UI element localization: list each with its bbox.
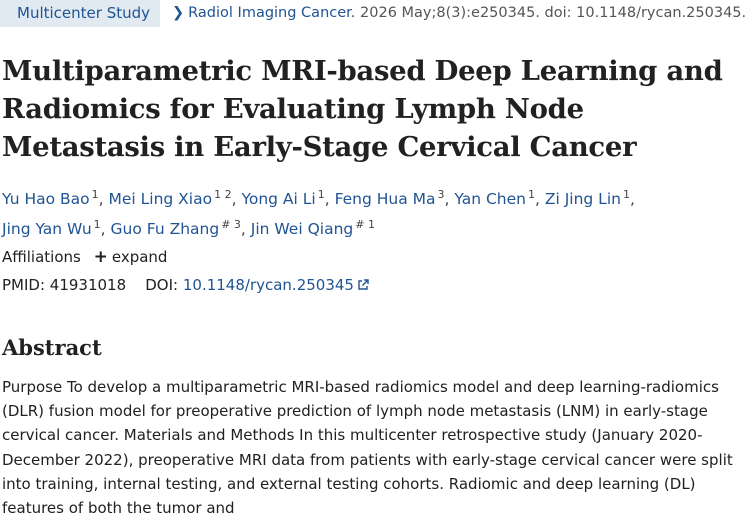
article-title: Multiparametric MRI-based Deep Learning … <box>2 55 723 163</box>
citation-line: ❯ Radiol Imaging Cancer. 2026 May;8(3):e2… <box>172 0 746 27</box>
external-link-icon <box>358 279 369 290</box>
author-link[interactable]: Feng Hua Ma 3 <box>334 188 445 208</box>
doi-label: DOI: <box>145 276 179 294</box>
journal-link[interactable]: Radiol Imaging Cancer. <box>188 5 356 21</box>
chevron-right-icon[interactable]: ❯ <box>172 5 185 21</box>
publication-type-badge: Multicenter Study <box>0 0 160 27</box>
authors-list: Yu Hao Bao 1, Mei Ling Xiao 1 2, Yong Ai L… <box>2 188 635 238</box>
author-link[interactable]: Mei Ling Xiao 1 2 <box>108 188 232 208</box>
affiliations-row: Affiliations + expand <box>2 246 167 268</box>
affiliations-label: Affiliations <box>2 248 81 266</box>
expand-affiliations-button[interactable]: + expand <box>93 247 168 267</box>
identifiers-row: PMID: 41931018 DOI: 10.1148/rycan.250345 <box>2 274 369 296</box>
abstract-heading: Abstract <box>2 335 102 360</box>
pmid-value: 41931018 <box>49 276 127 294</box>
author-link[interactable]: Yong Ai Li 1 <box>241 188 325 208</box>
publication-type-label: Multicenter Study <box>17 4 151 22</box>
author-link[interactable]: Zi Jing Lin 1 <box>544 188 630 208</box>
author-link[interactable]: Yu Hao Bao 1 <box>2 188 99 208</box>
author-link[interactable]: Jing Yan Wu 1 <box>2 218 101 238</box>
citation-text: 2026 May;8(3):e250345. doi: 10.1148/ryca… <box>355 5 747 21</box>
author-link[interactable]: Jin Wei Qiang # 1 <box>250 218 375 238</box>
abstract-text: Purpose To develop a multiparametric MRI… <box>2 378 733 518</box>
plus-icon: + <box>93 247 108 267</box>
citation-bar: Multicenter Study ❯ Radiol Imaging Cancer… <box>0 0 750 27</box>
doi-link[interactable]: 10.1148/rycan.250345 <box>183 276 369 294</box>
pmid-label: PMID: <box>2 276 46 294</box>
author-link[interactable]: Guo Fu Zhang # 3 <box>110 218 241 238</box>
author-link[interactable]: Yan Chen 1 <box>454 188 535 208</box>
